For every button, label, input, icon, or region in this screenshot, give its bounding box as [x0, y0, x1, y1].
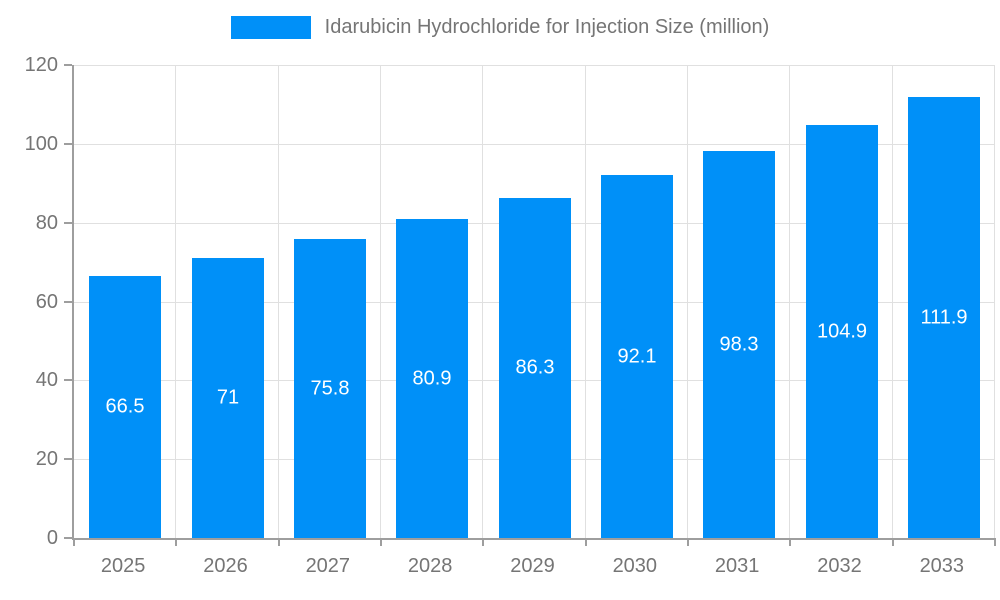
x-axis-label-2029: 2029 — [510, 555, 555, 577]
legend-swatch[interactable] — [230, 16, 311, 39]
bar-2027[interactable]: 75.8 — [294, 239, 366, 538]
x-axis-label-2033: 2033 — [919, 555, 965, 577]
gridline-y-120 — [74, 65, 995, 66]
y-axis-label-40: 40 — [35, 369, 58, 392]
bar-2028[interactable]: 80.9 — [396, 219, 468, 538]
legend: Idarubicin Hydrochloride for Injection S… — [0, 16, 1000, 39]
x-tick-8 — [891, 538, 894, 546]
y-axis-label-120: 120 — [24, 54, 58, 76]
bar-value-label-2031: 98.3 — [719, 333, 759, 355]
y-axis-label-100: 100 — [24, 132, 58, 155]
y-axis-label-20: 20 — [35, 448, 58, 471]
gridline-x-2 — [277, 65, 279, 538]
legend-label[interactable]: Idarubicin Hydrochloride for Injection S… — [324, 16, 770, 38]
x-tick-0 — [73, 538, 75, 546]
bar-2032[interactable]: 104.9 — [806, 125, 878, 538]
gridline-x-5 — [584, 65, 586, 538]
y-axis-label-60: 60 — [35, 290, 58, 313]
gridline-y-100 — [74, 143, 995, 145]
bar-value-label-2030: 92.1 — [617, 345, 657, 367]
gridline-x-1 — [175, 65, 177, 538]
y-tick-0 — [64, 537, 72, 539]
gridline-x-9 — [994, 65, 995, 538]
x-tick-7 — [789, 538, 792, 546]
x-tick-1 — [175, 538, 178, 546]
bar-2029[interactable]: 86.3 — [499, 198, 571, 538]
gridline-x-3 — [380, 65, 381, 538]
x-tick-4 — [482, 538, 485, 546]
bar-value-label-2025: 66.5 — [105, 395, 145, 418]
bar-value-label-2027: 75.8 — [310, 377, 350, 399]
x-axis-label-2026: 2026 — [203, 555, 248, 577]
bar-value-label-2028: 80.9 — [412, 367, 452, 389]
bar-2033[interactable]: 111.9 — [908, 97, 980, 538]
y-tick-100 — [64, 142, 72, 145]
x-tick-3 — [380, 538, 382, 546]
bar-2025[interactable]: 66.5 — [89, 276, 161, 538]
y-tick-40 — [64, 379, 72, 382]
x-tick-2 — [277, 538, 280, 546]
y-tick-20 — [64, 458, 72, 461]
y-tick-120 — [64, 64, 72, 66]
x-tick-5 — [584, 538, 587, 546]
x-axis-label-2032: 2032 — [817, 555, 862, 577]
gridline-x-7 — [789, 65, 791, 538]
x-axis-label-2025: 2025 — [100, 555, 146, 577]
x-axis-label-2028: 2028 — [407, 555, 453, 577]
x-axis-label-2030: 2030 — [612, 555, 658, 577]
y-tick-60 — [64, 300, 72, 303]
x-axis-label-2027: 2027 — [305, 555, 351, 577]
bar-value-label-2029: 86.3 — [515, 356, 555, 379]
y-tick-80 — [64, 221, 72, 224]
gridline-x-8 — [891, 65, 893, 538]
x-tick-9 — [994, 538, 996, 546]
x-axis-label-2031: 2031 — [714, 555, 760, 577]
bar-2030[interactable]: 92.1 — [601, 175, 673, 538]
bar-value-label-2026: 71 — [216, 386, 240, 409]
gridline-x-4 — [482, 65, 484, 538]
y-axis-label-0: 0 — [46, 527, 58, 549]
bar-2031[interactable]: 98.3 — [703, 151, 775, 538]
bar-value-label-2033: 111.9 — [920, 306, 968, 328]
x-tick-6 — [687, 538, 689, 546]
bar-2026[interactable]: 71 — [192, 258, 264, 538]
gridline-x-6 — [687, 65, 688, 538]
plot-area: 66.5 71 75.8 80.9 86.3 92.1 98.3 104.9 111.9 — [64, 64, 996, 546]
bar-value-label-2032: 104.9 — [816, 320, 868, 342]
y-axis-label-80: 80 — [35, 211, 58, 234]
